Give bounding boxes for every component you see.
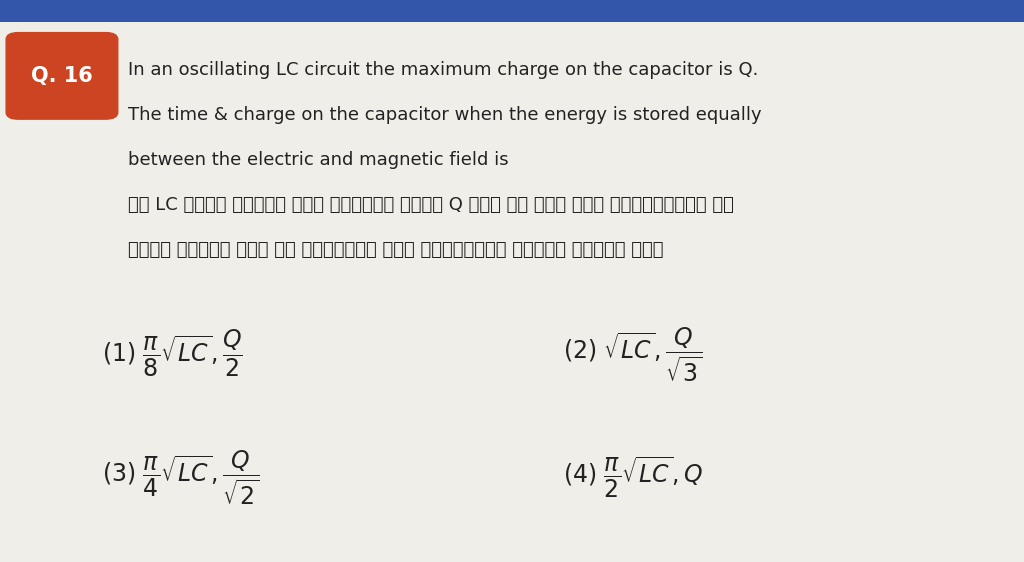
Text: एक LC दोलन परिपथ में अधिकतम आवेश Q है। वह समय तथा संधारित्र का: एक LC दोलन परिपथ में अधिकतम आवेश Q है। व… bbox=[128, 196, 734, 214]
Text: (4) $\dfrac{\pi}{2}\sqrt{LC},Q$: (4) $\dfrac{\pi}{2}\sqrt{LC},Q$ bbox=[563, 455, 703, 500]
FancyBboxPatch shape bbox=[6, 33, 118, 119]
Text: (3) $\dfrac{\pi}{4}\sqrt{LC},\dfrac{Q}{\sqrt{2}}$: (3) $\dfrac{\pi}{4}\sqrt{LC},\dfrac{Q}{\… bbox=[102, 448, 259, 507]
Text: In an oscillating LC circuit the maximum charge on the capacitor is Q.: In an oscillating LC circuit the maximum… bbox=[128, 61, 759, 79]
Text: (1) $\dfrac{\pi}{8}\sqrt{LC},\dfrac{Q}{2}$: (1) $\dfrac{\pi}{8}\sqrt{LC},\dfrac{Q}{2… bbox=[102, 329, 244, 379]
Text: (2) $\sqrt{LC},\dfrac{Q}{\sqrt{3}}$: (2) $\sqrt{LC},\dfrac{Q}{\sqrt{3}}$ bbox=[563, 325, 702, 383]
Text: आवेश ज्ञात करे जब विद्युत तथा चुम्बकीय ऊर्जा बराबर है।: आवेश ज्ञात करे जब विद्युत तथा चुम्बकीय ऊ… bbox=[128, 241, 664, 259]
Text: The time & charge on the capacitor when the energy is stored equally: The time & charge on the capacitor when … bbox=[128, 106, 762, 124]
Text: between the electric and magnetic field is: between the electric and magnetic field … bbox=[128, 151, 509, 169]
Bar bbox=[0, 0, 1024, 22]
Text: Q. 16: Q. 16 bbox=[31, 66, 93, 86]
